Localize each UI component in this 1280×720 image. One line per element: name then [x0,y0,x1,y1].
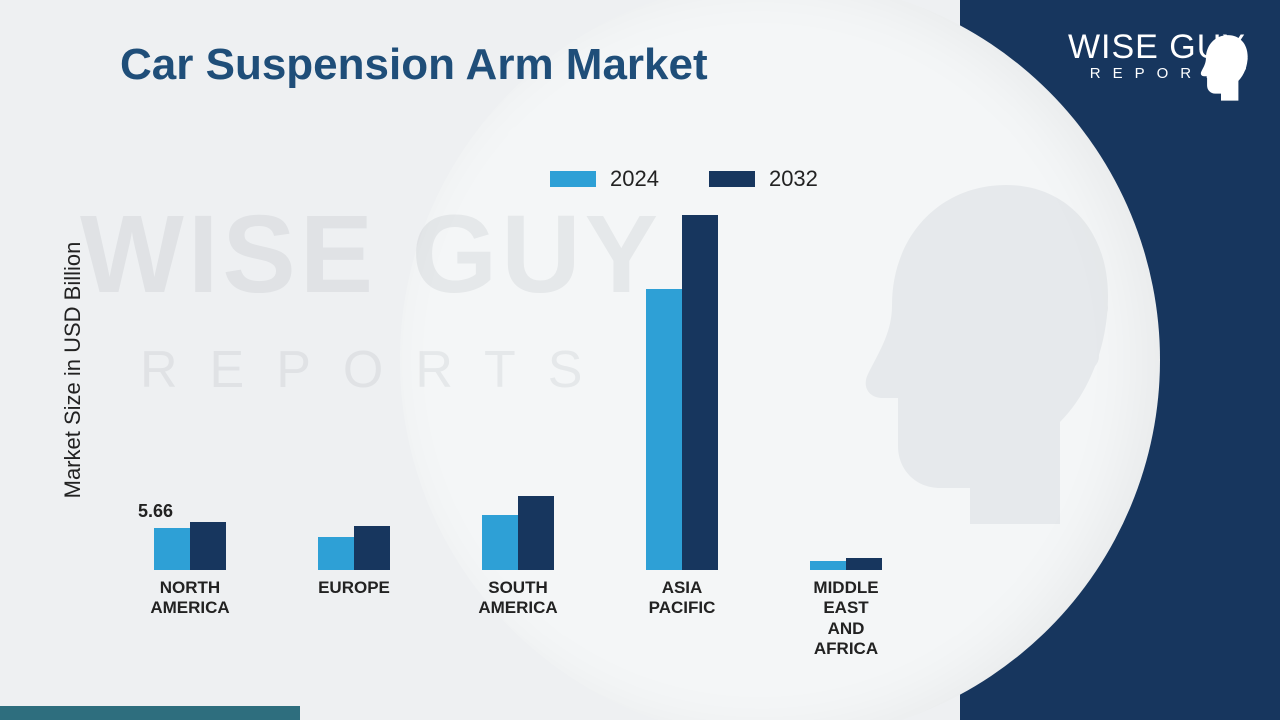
brand-head-icon [1192,32,1250,102]
bar [682,215,718,570]
stage: WISE GUY REPORTS Car Suspension Arm Mark… [0,0,1280,720]
category-label: SOUTHAMERICA [443,578,593,619]
legend-label-2024: 2024 [610,166,659,192]
legend-label-2032: 2032 [769,166,818,192]
bottom-accent-bar [0,706,300,720]
bar-group: SOUTHAMERICA [448,200,588,570]
bar [318,537,354,570]
bar [482,515,518,571]
bar [810,561,846,570]
category-label: NORTHAMERICA [115,578,265,619]
category-label: MIDDLEEASTANDAFRICA [771,578,921,660]
bar [518,496,554,570]
bar-group: EUROPE [284,200,424,570]
y-axis-label: Market Size in USD Billion [60,242,86,499]
legend-swatch-2024 [550,171,596,187]
bar [354,526,390,570]
bar [646,289,682,570]
legend-swatch-2032 [709,171,755,187]
bar-chart: 5.66NORTHAMERICAEUROPESOUTHAMERICAASIAPA… [120,200,940,570]
legend-item-2032: 2032 [709,166,818,192]
legend: 2024 2032 [550,166,818,192]
brand-logo: WISE GUY REPORTS [1068,28,1246,82]
value-label: 5.66 [138,501,173,522]
bar [154,528,190,570]
chart-title: Car Suspension Arm Market [120,40,708,90]
bar-group: ASIAPACIFIC [612,200,752,570]
legend-item-2024: 2024 [550,166,659,192]
bar [846,558,882,570]
bar-group: 5.66NORTHAMERICA [120,200,260,570]
bar [190,522,226,570]
category-label: EUROPE [279,578,429,598]
bar-group: MIDDLEEASTANDAFRICA [776,200,916,570]
category-label: ASIAPACIFIC [607,578,757,619]
